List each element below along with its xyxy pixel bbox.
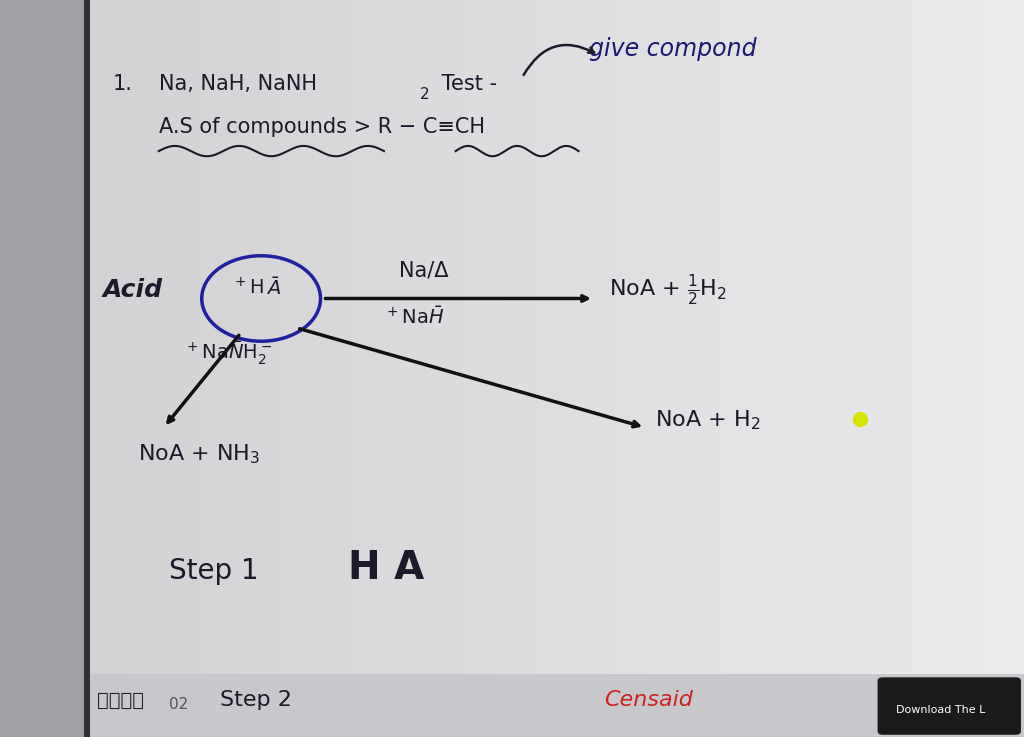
FancyBboxPatch shape: [240, 0, 258, 737]
FancyBboxPatch shape: [669, 0, 688, 737]
FancyBboxPatch shape: [688, 0, 707, 737]
FancyBboxPatch shape: [127, 0, 146, 737]
FancyBboxPatch shape: [781, 0, 800, 737]
FancyBboxPatch shape: [912, 0, 931, 737]
FancyBboxPatch shape: [183, 0, 202, 737]
Text: Censaid: Censaid: [604, 690, 693, 710]
FancyBboxPatch shape: [464, 0, 482, 737]
FancyBboxPatch shape: [594, 0, 613, 737]
FancyBboxPatch shape: [707, 0, 725, 737]
FancyBboxPatch shape: [426, 0, 445, 737]
FancyBboxPatch shape: [613, 0, 632, 737]
FancyBboxPatch shape: [632, 0, 650, 737]
Text: NoA + $\frac{1}{2}$H$_2$: NoA + $\frac{1}{2}$H$_2$: [609, 273, 727, 307]
FancyBboxPatch shape: [0, 0, 87, 737]
FancyBboxPatch shape: [800, 0, 818, 737]
Text: $\bar{A}$: $\bar{A}$: [266, 277, 282, 298]
FancyBboxPatch shape: [482, 0, 501, 737]
FancyBboxPatch shape: [90, 0, 109, 737]
FancyBboxPatch shape: [333, 0, 351, 737]
FancyBboxPatch shape: [987, 0, 1006, 737]
FancyBboxPatch shape: [146, 0, 165, 737]
FancyBboxPatch shape: [1006, 0, 1024, 737]
FancyBboxPatch shape: [84, 0, 90, 737]
Text: Step 1: Step 1: [169, 556, 259, 584]
Text: Na/Δ: Na/Δ: [399, 260, 449, 280]
FancyBboxPatch shape: [893, 0, 912, 737]
FancyBboxPatch shape: [445, 0, 464, 737]
Text: Download The L: Download The L: [896, 705, 985, 716]
FancyBboxPatch shape: [520, 0, 539, 737]
FancyBboxPatch shape: [949, 0, 968, 737]
Text: जमेे: जमेे: [97, 691, 144, 710]
FancyBboxPatch shape: [258, 0, 276, 737]
Text: NoA + H$_2$: NoA + H$_2$: [655, 408, 761, 432]
Text: 02: 02: [169, 697, 188, 712]
Text: $^+$Na$\bar{H}$: $^+$Na$\bar{H}$: [384, 307, 444, 328]
Text: give compond: give compond: [589, 37, 757, 61]
FancyBboxPatch shape: [725, 0, 743, 737]
Text: H A: H A: [348, 548, 424, 587]
FancyBboxPatch shape: [539, 0, 557, 737]
Text: Test -: Test -: [435, 74, 498, 94]
FancyBboxPatch shape: [408, 0, 426, 737]
FancyBboxPatch shape: [501, 0, 520, 737]
FancyBboxPatch shape: [90, 674, 1024, 737]
FancyBboxPatch shape: [931, 0, 949, 737]
Text: $^+$H: $^+$H: [232, 278, 264, 298]
Text: Acid: Acid: [102, 278, 163, 302]
FancyBboxPatch shape: [874, 0, 893, 737]
FancyBboxPatch shape: [351, 0, 371, 737]
FancyBboxPatch shape: [221, 0, 240, 737]
FancyBboxPatch shape: [389, 0, 408, 737]
FancyBboxPatch shape: [856, 0, 874, 737]
Text: NoA + NH$_3$: NoA + NH$_3$: [138, 443, 260, 467]
FancyBboxPatch shape: [276, 0, 296, 737]
FancyBboxPatch shape: [109, 0, 127, 737]
FancyBboxPatch shape: [878, 677, 1021, 735]
FancyBboxPatch shape: [575, 0, 594, 737]
Text: A.S of compounds > R − C≡CH: A.S of compounds > R − C≡CH: [159, 116, 484, 136]
Text: 2: 2: [420, 87, 429, 102]
FancyBboxPatch shape: [838, 0, 856, 737]
Text: $^+$Na$\bar{N}$H$_2^-$: $^+$Na$\bar{N}$H$_2^-$: [184, 340, 272, 367]
Text: Step 2: Step 2: [220, 690, 292, 710]
FancyBboxPatch shape: [371, 0, 389, 737]
FancyBboxPatch shape: [202, 0, 221, 737]
Text: 1.: 1.: [113, 74, 132, 94]
FancyBboxPatch shape: [314, 0, 333, 737]
FancyBboxPatch shape: [650, 0, 669, 737]
FancyBboxPatch shape: [165, 0, 183, 737]
FancyBboxPatch shape: [818, 0, 838, 737]
FancyBboxPatch shape: [968, 0, 987, 737]
FancyBboxPatch shape: [296, 0, 314, 737]
FancyBboxPatch shape: [557, 0, 575, 737]
Text: Na, NaH, NaNH: Na, NaH, NaNH: [159, 74, 316, 94]
FancyBboxPatch shape: [763, 0, 781, 737]
FancyBboxPatch shape: [743, 0, 763, 737]
